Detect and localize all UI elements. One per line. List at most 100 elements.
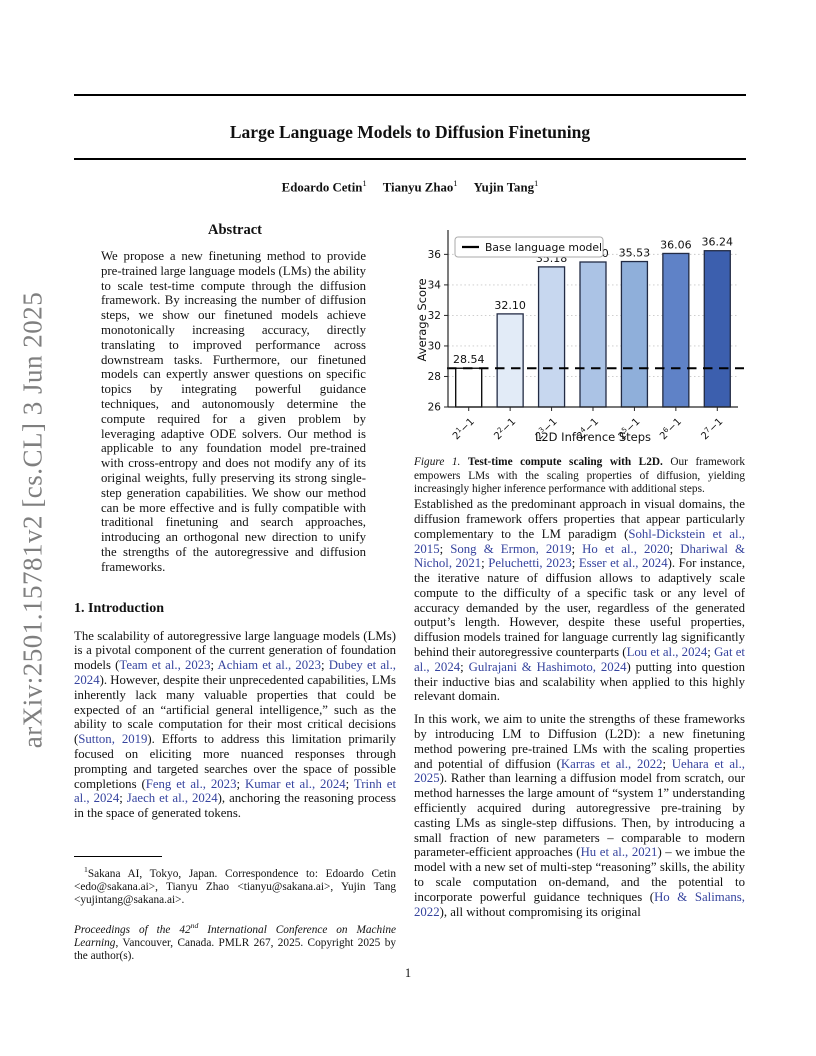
header-rule-top xyxy=(74,94,746,96)
affiliation-footnote: 1Sakana AI, Tokyo, Japan. Correspondence… xyxy=(74,863,396,908)
text-segment: Proceedings of the 42 xyxy=(74,923,191,936)
text-segment: ), all without compromising its original xyxy=(439,904,641,919)
text-segment: Tianyu Zhao xyxy=(382,180,454,195)
x-tick-label: 22−1 xyxy=(491,415,518,442)
citation-link[interactable]: Uehara et al., 2025 xyxy=(414,756,745,786)
citation-link[interactable]: Jaech et al., 2024 xyxy=(126,791,218,806)
proceedings-note: Proceedings of the 42nd International Co… xyxy=(74,919,396,964)
citation-link[interactable]: Gulrajani & Hashimoto, 2024 xyxy=(468,659,627,674)
text-segment: ; xyxy=(345,776,354,791)
figure-1: 28.5421−132.1022−135.1823−135.5024−135.5… xyxy=(414,226,745,497)
text-segment: ; xyxy=(460,659,469,674)
citation-link[interactable]: Esser et al., 2024 xyxy=(578,556,668,571)
figure-1-caption: Figure 1. Test-time compute scaling with… xyxy=(414,456,745,497)
left-column: Abstract We propose a new finetuning met… xyxy=(74,222,396,854)
text-segment: 1 xyxy=(362,178,367,188)
introduction-heading: 1. Introduction xyxy=(74,600,164,616)
text-segment: ; xyxy=(707,645,715,660)
bar-2²−1 xyxy=(496,313,524,408)
citation-link[interactable]: Hu et al., 2021 xyxy=(580,845,658,860)
y-tick-label: 32 xyxy=(428,310,441,322)
bar-value-label: 28.54 xyxy=(453,353,485,366)
legend-label: Base language model xyxy=(485,241,602,254)
paper-title: Large Language Models to Diffusion Finet… xyxy=(229,121,591,142)
footnote-block: 1Sakana AI, Tokyo, Japan. Correspondence… xyxy=(74,856,396,963)
citation-link[interactable]: Feng et al., 2023 xyxy=(145,776,237,791)
x-axis-label: L2D Inference Steps xyxy=(535,430,651,444)
text-segment: ; xyxy=(571,556,579,571)
footnote-rule xyxy=(74,856,162,857)
text-segment: , Vancouver, Canada. PMLR 267, 2025. Cop… xyxy=(74,936,396,963)
citation-link[interactable]: Kumar et al., 2024 xyxy=(244,776,346,791)
citation-link[interactable]: Lou et al., 2024 xyxy=(626,645,708,660)
text-segment: ; xyxy=(439,541,451,556)
text-segment: ; xyxy=(571,541,583,556)
bar-value-label: 36.06 xyxy=(660,238,692,251)
right-column: 28.5421−132.1022−135.1823−135.5024−135.5… xyxy=(414,226,745,970)
body-paragraph: In this work, we aim to unite the streng… xyxy=(414,712,745,919)
bar-value-label: 35.53 xyxy=(619,247,651,260)
text-segment: ). Efforts to address this limitation pr… xyxy=(74,732,396,791)
citation-link[interactable]: Trinh et al., 2024 xyxy=(74,776,396,806)
citation-link[interactable]: Song & Ermon, 2019 xyxy=(450,541,572,556)
text-segment: 1 xyxy=(453,178,458,188)
bar-2⁴−1 xyxy=(579,261,607,408)
x-tick-label: 27−1 xyxy=(698,415,725,442)
text-segment: Sakana AI, Tokyo, Japan. Correspondence … xyxy=(74,867,396,907)
authors-line: Edoardo Cetin1 Tianyu Zhao1 Yujin Tang1 xyxy=(74,178,746,195)
text-segment: Figure 1. xyxy=(414,456,461,468)
text-segment: International Conference on Machine Lear… xyxy=(74,923,396,949)
text-segment: Yujin Tang xyxy=(473,180,534,195)
text-segment: Edoardo Cetin xyxy=(281,180,363,195)
citation-link[interactable]: Achiam et al., 2023 xyxy=(217,658,321,673)
figure-1-bar-chart: 28.5421−132.1022−135.1823−135.5024−135.5… xyxy=(415,230,744,444)
text-segment: 1 xyxy=(533,178,539,188)
text-segment: ) – we imbue the model with a new set of… xyxy=(414,845,745,904)
bar-2¹−1 xyxy=(455,367,483,408)
citation-link[interactable]: Karras et al., 2022 xyxy=(560,756,663,771)
text-segment: Test-time compute scaling with L2D. xyxy=(467,456,663,468)
text-segment: In this work, we aim to unite the streng… xyxy=(414,712,745,771)
text-segment: Our framework empowers LMs with the scal… xyxy=(414,456,745,496)
page-number: 1 xyxy=(404,966,412,980)
citation-link[interactable]: Ho et al., 2020 xyxy=(582,541,670,556)
text-segment: ). However, despite their unprecedented … xyxy=(74,672,396,747)
abstract-heading: Abstract xyxy=(208,222,262,238)
y-tick-label: 36 xyxy=(428,249,442,261)
text-segment xyxy=(460,456,468,468)
abstract-text: We propose a new finetuning method to pr… xyxy=(101,249,366,574)
bar-2⁵−1 xyxy=(620,260,649,408)
citation-link[interactable]: Peluchetti, 2023 xyxy=(488,556,572,571)
arxiv-watermark: arXiv:2501.15781v2 [cs.CL] 3 Jun 2025 xyxy=(17,291,48,749)
text-segment: ), anchoring the reasoning process in th… xyxy=(74,791,396,821)
citation-link[interactable]: Dubey et al., 2024 xyxy=(74,658,396,687)
x-tick-label: 21−1 xyxy=(450,415,477,442)
y-tick-label: 26 xyxy=(428,402,442,414)
text-segment: ). For instance, the iterative nature of… xyxy=(414,556,745,660)
text-segment: ; xyxy=(236,776,245,791)
text-segment: 1 xyxy=(84,865,88,874)
text-segment: ; xyxy=(669,541,681,556)
citation-link[interactable]: Ho & Salimans, 2022 xyxy=(414,889,745,919)
text-segment: ; xyxy=(481,556,489,571)
citation-link[interactable]: Dhariwal & Nichol, 2021 xyxy=(414,541,745,571)
text-segment: Established as the predominant approach … xyxy=(414,497,745,541)
citation-link[interactable]: Gat et al., 2024 xyxy=(414,645,745,674)
legend-box xyxy=(454,236,604,258)
body-paragraph: Established as the predominant approach … xyxy=(414,497,745,704)
y-tick-label: 34 xyxy=(428,280,442,292)
bar-2⁷−1 xyxy=(703,250,731,408)
citation-link[interactable]: Sutton, 2019 xyxy=(78,732,148,747)
text-segment: ) putting into question their inductive … xyxy=(414,659,745,704)
text-segment: ). Rather than learning a diffusion mode… xyxy=(414,771,745,860)
bar-value-label: 32.10 xyxy=(494,299,526,312)
bar-2⁶−1 xyxy=(662,252,690,408)
text-segment: ; xyxy=(210,658,218,673)
bar-value-label: 36.24 xyxy=(702,236,734,249)
x-tick-label: 26−1 xyxy=(657,415,684,442)
citation-link[interactable]: Sohl-Dickstein et al., 2015 xyxy=(414,526,745,556)
citation-link[interactable]: Team et al., 2023 xyxy=(119,658,211,673)
y-axis-label: Average Score xyxy=(415,278,429,361)
text-segment: nd xyxy=(190,920,199,930)
text-segment: ; xyxy=(119,791,127,806)
